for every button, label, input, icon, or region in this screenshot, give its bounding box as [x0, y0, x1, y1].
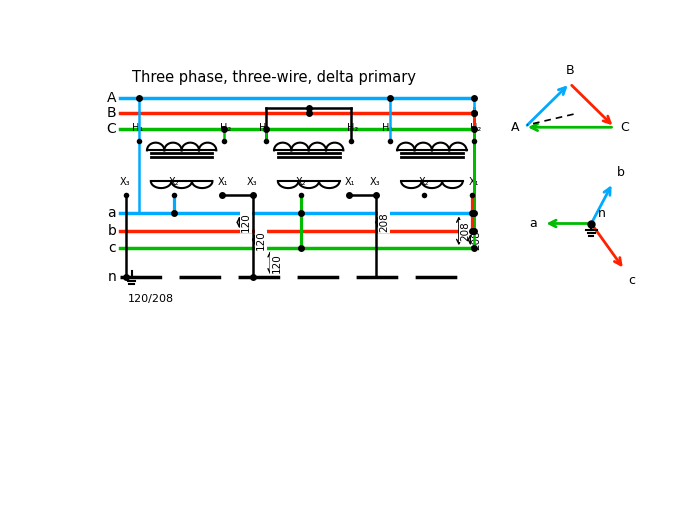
Text: c: c	[108, 241, 116, 255]
Text: X₃: X₃	[246, 177, 257, 187]
Text: Three phase, three-wire, delta primary: Three phase, three-wire, delta primary	[132, 70, 416, 84]
Text: X₁: X₁	[468, 177, 479, 187]
Text: a: a	[530, 217, 538, 230]
Text: 120/208: 120/208	[128, 295, 174, 304]
Text: X₃: X₃	[120, 177, 130, 187]
Text: A: A	[106, 91, 116, 105]
Text: X₁: X₁	[218, 177, 228, 187]
Text: B: B	[566, 64, 574, 77]
Text: a: a	[108, 207, 116, 220]
Text: H₂: H₂	[220, 124, 231, 133]
Text: A: A	[510, 121, 519, 134]
Text: X₂: X₂	[419, 177, 430, 187]
Text: b: b	[107, 224, 116, 238]
Text: C: C	[106, 122, 116, 136]
Text: H₂: H₂	[347, 124, 358, 133]
Text: B: B	[106, 107, 116, 121]
Text: 208: 208	[379, 213, 389, 232]
Text: H₂: H₂	[470, 124, 482, 133]
Text: X₁: X₁	[345, 177, 356, 187]
Text: n: n	[598, 207, 606, 220]
Text: X₃: X₃	[370, 177, 380, 187]
Text: 120: 120	[241, 213, 251, 232]
Text: n: n	[108, 270, 116, 284]
Text: H₁: H₁	[259, 124, 270, 133]
Text: 208: 208	[472, 230, 482, 250]
Text: C: C	[621, 121, 629, 134]
Text: X₂: X₂	[296, 177, 307, 187]
Text: 120: 120	[272, 253, 281, 272]
Text: b: b	[617, 166, 624, 179]
Text: c: c	[629, 273, 636, 286]
Text: H₁: H₁	[132, 124, 144, 133]
Text: X₂: X₂	[169, 177, 179, 187]
Text: H₁: H₁	[382, 124, 393, 133]
Text: 208: 208	[460, 221, 470, 241]
Text: 120: 120	[256, 230, 266, 250]
